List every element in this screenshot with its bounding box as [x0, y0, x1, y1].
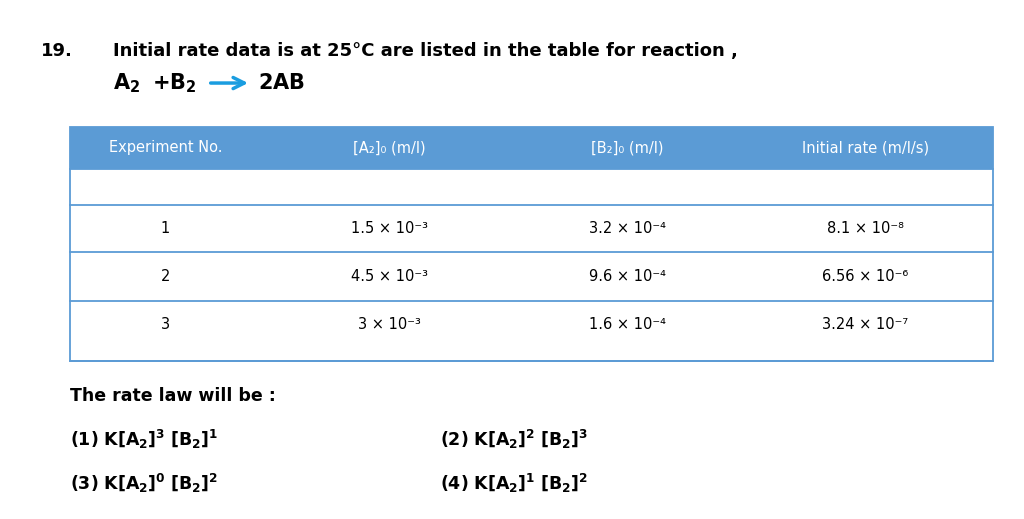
Text: $\mathbf{A_2}$: $\mathbf{A_2}$ [113, 71, 140, 95]
Text: $\mathbf{+ B_2}$: $\mathbf{+ B_2}$ [152, 71, 196, 95]
Text: Initial rate (m/l/s): Initial rate (m/l/s) [802, 141, 929, 155]
Bar [70, 127, 993, 361]
Bar [70, 301, 993, 348]
Text: $\mathbf{(3)\ K[A_2]^0\ [B_2]^2}$: $\mathbf{(3)\ K[A_2]^0\ [B_2]^2}$ [70, 472, 218, 496]
Text: 8.1 × 10⁻⁸: 8.1 × 10⁻⁸ [826, 221, 904, 236]
Text: $\mathbf{2AB}$: $\mathbf{2AB}$ [258, 73, 305, 93]
Text: 3.24 × 10⁻⁷: 3.24 × 10⁻⁷ [822, 317, 908, 332]
Text: $\mathbf{(1)\ K[A_2]^3\ [B_2]^1}$: $\mathbf{(1)\ K[A_2]^3\ [B_2]^1}$ [70, 428, 218, 452]
Text: $\mathbf{(4)\ K[A_2]^1\ [B_2]^2}$: $\mathbf{(4)\ K[A_2]^1\ [B_2]^2}$ [440, 472, 589, 496]
Text: Experiment No.: Experiment No. [109, 141, 222, 155]
Text: [B₂]₀ (m/l): [B₂]₀ (m/l) [591, 141, 664, 155]
Text: [A₂]₀ (m/l): [A₂]₀ (m/l) [353, 141, 425, 155]
Text: 19.: 19. [41, 42, 73, 60]
Text: 4.5 × 10⁻³: 4.5 × 10⁻³ [350, 269, 428, 284]
Text: 3 × 10⁻³: 3 × 10⁻³ [357, 317, 421, 332]
Text: 1.5 × 10⁻³: 1.5 × 10⁻³ [350, 221, 428, 236]
Bar [70, 252, 993, 301]
Bar [70, 205, 993, 252]
Text: 1.6 × 10⁻⁴: 1.6 × 10⁻⁴ [589, 317, 666, 332]
Text: 1: 1 [161, 221, 170, 236]
Text: The rate law will be :: The rate law will be : [70, 387, 275, 405]
Text: 2: 2 [161, 269, 170, 284]
Text: 6.56 × 10⁻⁶: 6.56 × 10⁻⁶ [822, 269, 908, 284]
Bar [70, 127, 993, 169]
Text: 9.6 × 10⁻⁴: 9.6 × 10⁻⁴ [589, 269, 666, 284]
Text: Initial rate data is at 25°C are listed in the table for reaction ,: Initial rate data is at 25°C are listed … [113, 42, 737, 60]
Text: 3.2 × 10⁻⁴: 3.2 × 10⁻⁴ [589, 221, 666, 236]
Text: 3: 3 [161, 317, 170, 332]
Text: $\mathbf{(2)\ K[A_2]^2\ [B_2]^3}$: $\mathbf{(2)\ K[A_2]^2\ [B_2]^3}$ [440, 428, 589, 452]
